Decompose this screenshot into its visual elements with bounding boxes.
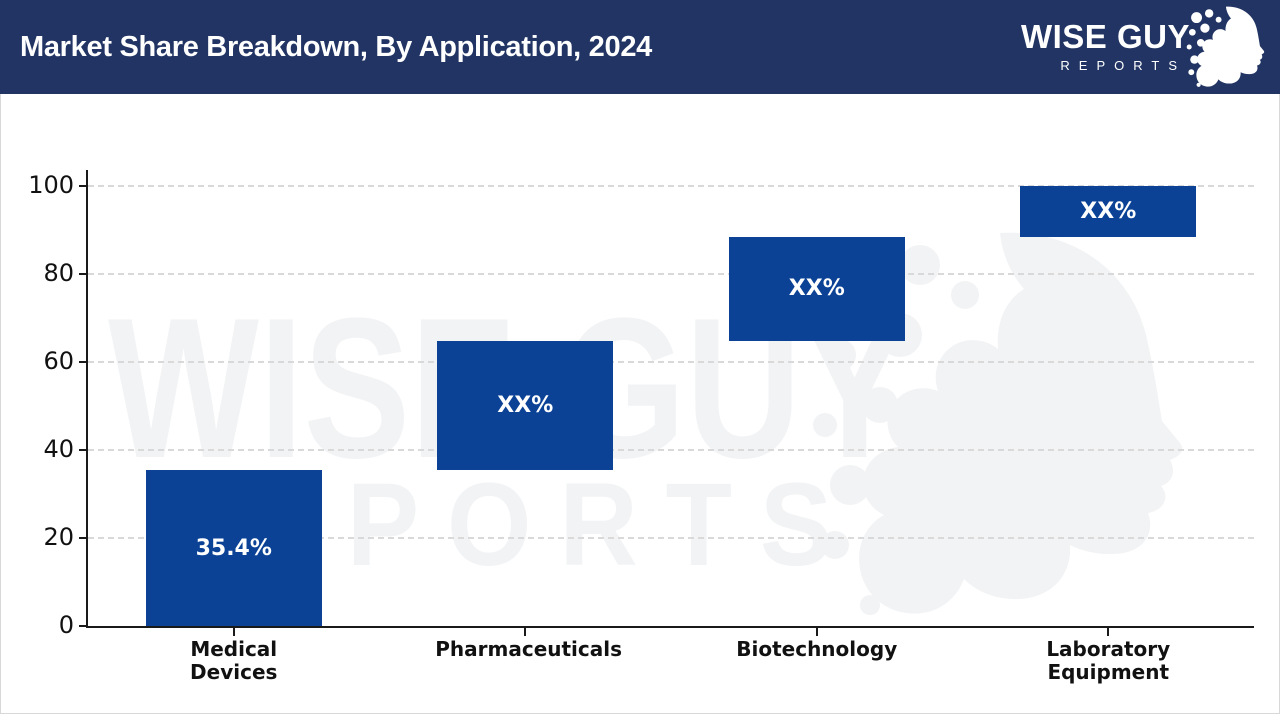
bar-pharmaceuticals: XX% — [437, 340, 614, 471]
bar-laboratory-equipment: XX% — [1020, 186, 1197, 238]
bar-value-label: XX% — [788, 276, 845, 302]
x-tick-mark — [232, 628, 235, 636]
y-tick-mark — [79, 625, 87, 627]
x-tick-mark — [1107, 628, 1110, 636]
y-axis-spine — [86, 170, 88, 628]
page-title: Market Share Breakdown, By Application, … — [20, 30, 652, 63]
gridline — [88, 537, 1254, 539]
y-tick-mark — [79, 537, 87, 539]
wise-guy-reports-logo: WISE GUY REPORTS — [1020, 0, 1270, 94]
x-tick-label: Pharmaceuticals — [435, 637, 623, 661]
y-tick-mark — [79, 273, 87, 275]
bar-biotechnology: XX% — [728, 237, 905, 341]
y-tick-mark — [79, 449, 87, 451]
bar-value-label: 35.4% — [195, 535, 272, 561]
gridline — [88, 185, 1254, 187]
x-tick-mark — [524, 628, 527, 636]
y-tick-mark — [79, 361, 87, 363]
header-bar: Market Share Breakdown, By Application, … — [0, 0, 1280, 94]
logo-subtext: REPORTS — [1060, 58, 1186, 73]
y-tick-label: 100 — [28, 171, 74, 199]
x-tick-label: Laboratory Equipment — [1046, 637, 1171, 684]
y-tick-mark — [79, 185, 87, 187]
y-tick-label: 80 — [43, 259, 74, 287]
gridline — [88, 273, 1254, 275]
y-tick-label: 20 — [43, 523, 74, 551]
bar-medical-devices: 35.4% — [145, 470, 322, 626]
y-tick-label: 0 — [58, 611, 74, 639]
logo-head-icon — [1186, 6, 1265, 87]
bar-value-label: XX% — [497, 393, 554, 419]
y-tick-label: 60 — [43, 347, 74, 375]
gridline — [88, 449, 1254, 451]
x-tick-label: Biotechnology — [736, 637, 898, 661]
y-tick-label: 40 — [43, 435, 74, 463]
x-tick-label: Medical Devices — [190, 637, 278, 684]
gridline — [88, 361, 1254, 363]
logo-wordmark: WISE GUY — [1020, 18, 1190, 55]
x-axis-spine — [86, 626, 1254, 628]
x-tick-mark — [815, 628, 818, 636]
bar-value-label: XX% — [1080, 199, 1137, 225]
